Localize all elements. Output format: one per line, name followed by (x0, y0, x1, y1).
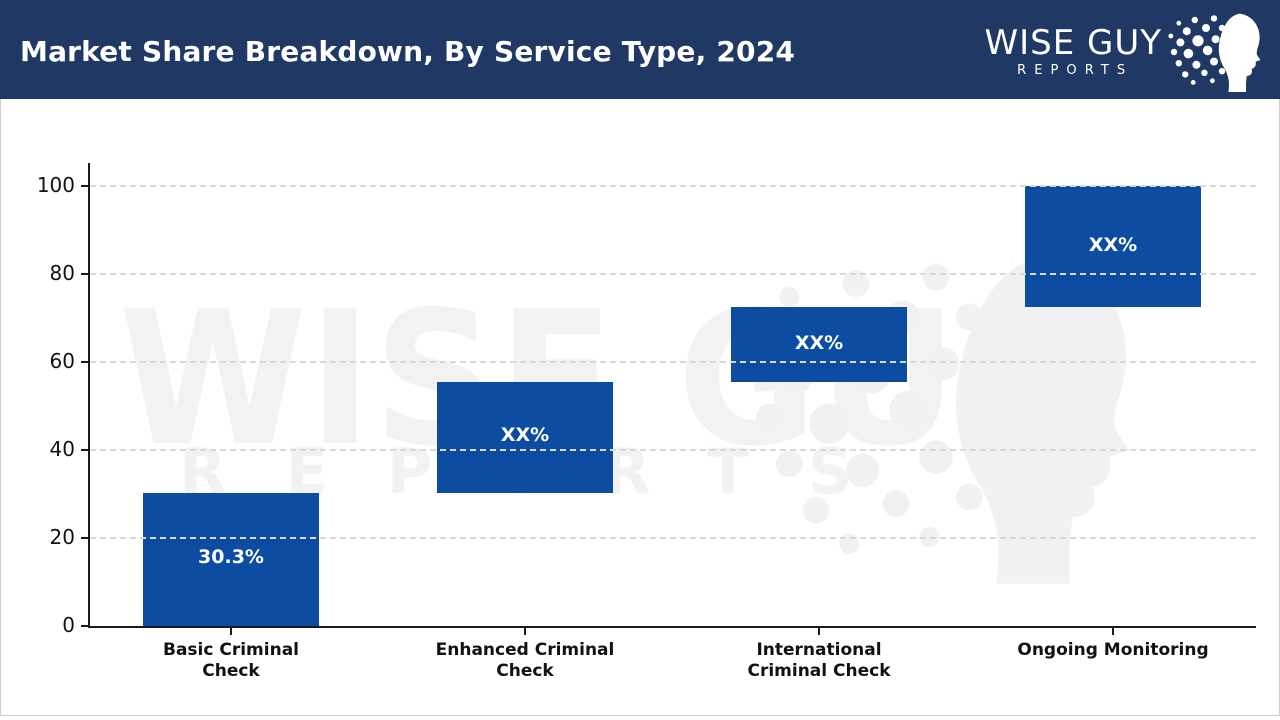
gridline (90, 449, 1256, 451)
y-tick-label: 0 (62, 613, 75, 637)
bar-value-label: XX% (794, 331, 844, 354)
gridline (90, 361, 1256, 363)
y-tick-label: 40 (49, 437, 75, 461)
bar-value-label: XX% (500, 424, 550, 447)
bar (437, 381, 613, 493)
bar (1025, 186, 1201, 308)
logo-subtitle: REPORTS (1017, 63, 1134, 78)
y-tick-label: 60 (49, 349, 75, 373)
bar-value-label: 30.3% (198, 546, 264, 569)
y-tick (81, 185, 89, 187)
y-tick-label: 20 (49, 525, 75, 549)
bar-value-label: XX% (1088, 233, 1138, 256)
gridline (90, 273, 1256, 275)
y-tick (81, 625, 89, 627)
wise-guy-logo: WISE GUY REPORTS (984, 12, 1262, 92)
header-bar: Market Share Breakdown, By Service Type,… (0, 0, 1280, 99)
bar (731, 307, 907, 382)
y-tick-label: 80 (49, 261, 75, 285)
gridline (90, 185, 1256, 187)
x-tick (818, 628, 820, 635)
y-axis-line (88, 163, 90, 628)
y-tick (81, 273, 89, 275)
y-tick (81, 537, 89, 539)
x-category-label: Enhanced Criminal Check (435, 640, 615, 682)
plot-area: 30.3% XX% XX% XX% 0 20 40 60 80 100 Basic Criminal… (1, 99, 1279, 715)
chart-canvas: WISE GUY REPORTS 30.3%XX%XX%XX%020406080… (0, 99, 1280, 716)
x-tick (1112, 628, 1114, 635)
chart-title: Market Share Breakdown, By Service Type,… (20, 35, 796, 68)
x-axis-line (88, 626, 1256, 628)
x-tick (230, 628, 232, 635)
logo-text: WISE GUY REPORTS (984, 26, 1162, 77)
y-tick (81, 361, 89, 363)
x-category-label: Basic Criminal Check (163, 640, 299, 682)
y-tick-label: 100 (36, 173, 75, 197)
bar (143, 492, 319, 626)
logo-wordmark: WISE GUY (984, 23, 1162, 63)
logo-face-dots-icon (1168, 13, 1261, 92)
x-tick (524, 628, 526, 635)
gridline (90, 537, 1256, 539)
x-category-label: International Criminal Check (747, 640, 891, 682)
x-category-label: Ongoing Monitoring (1017, 640, 1209, 660)
y-tick (81, 449, 89, 451)
